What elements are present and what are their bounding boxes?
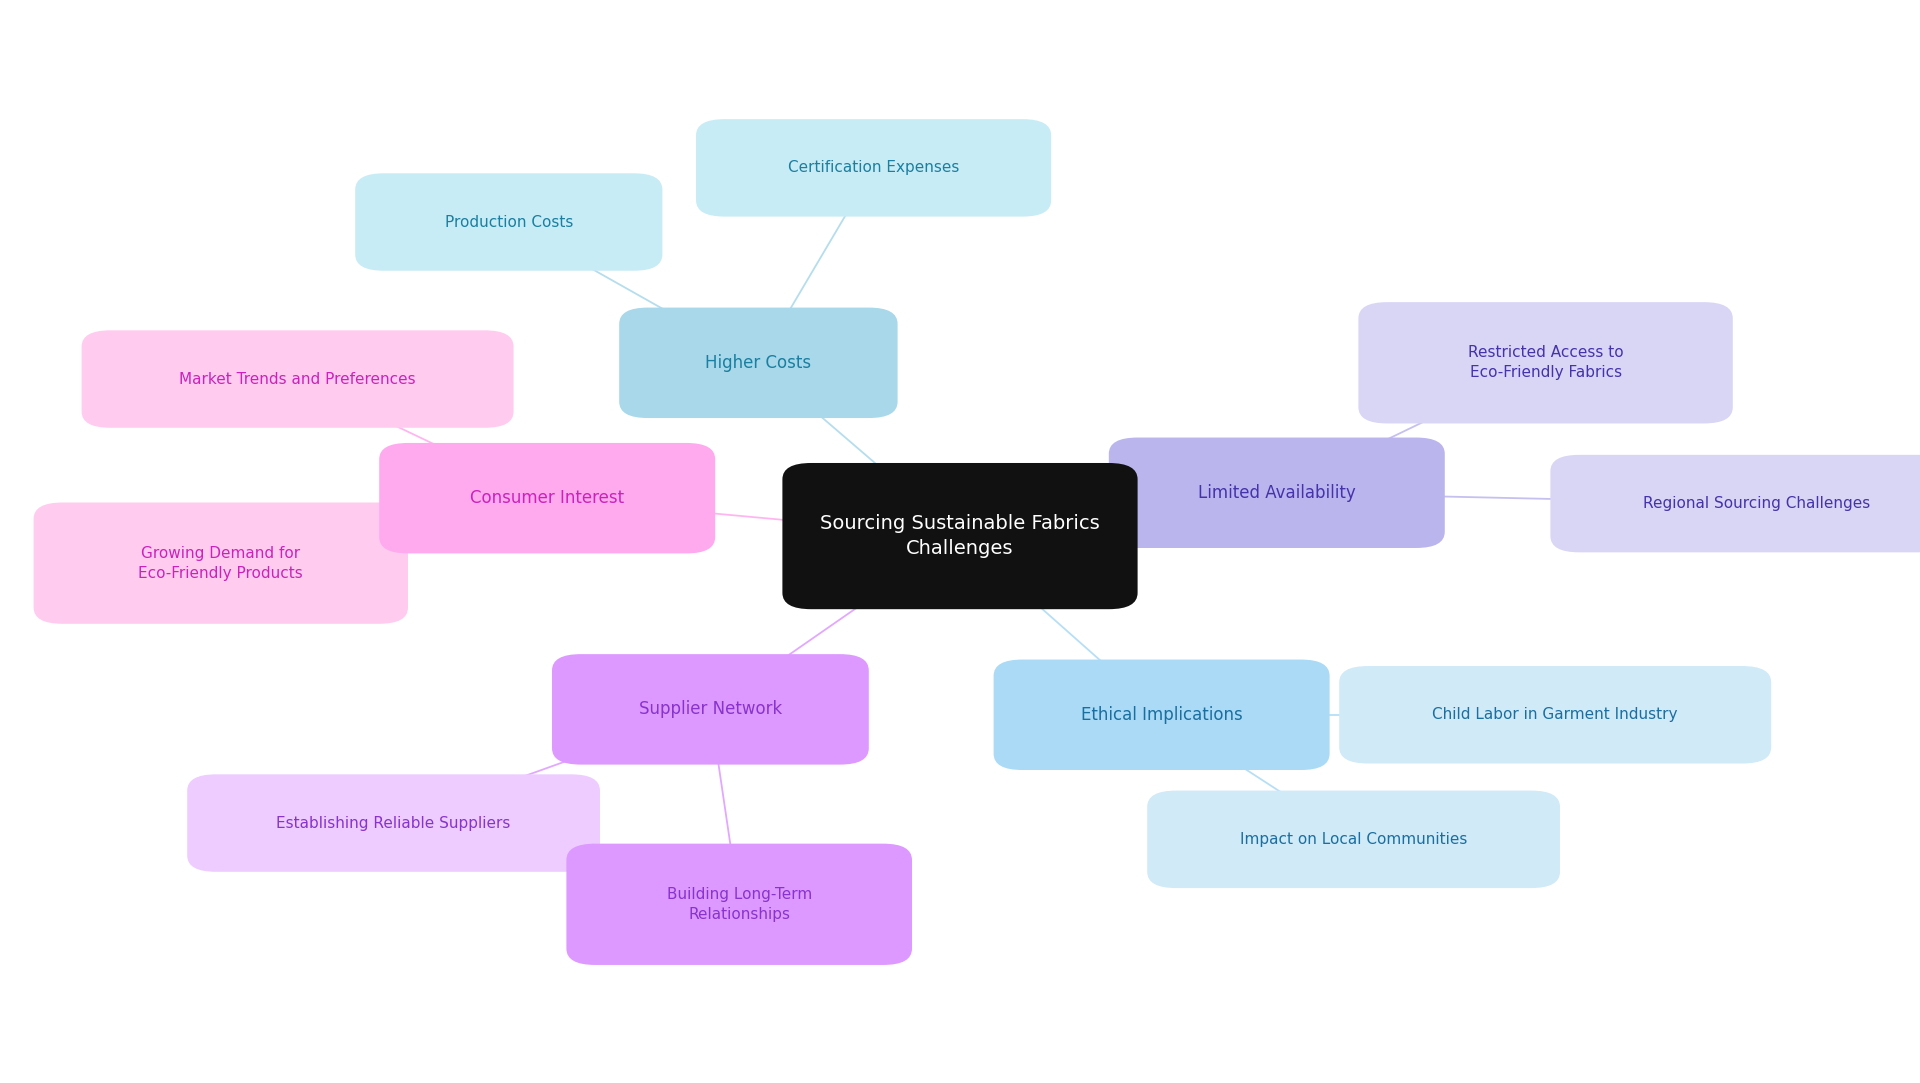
FancyBboxPatch shape [553,654,868,765]
Text: Regional Sourcing Challenges: Regional Sourcing Challenges [1644,496,1870,511]
FancyBboxPatch shape [35,503,409,624]
FancyBboxPatch shape [186,774,599,872]
FancyBboxPatch shape [1340,666,1770,764]
Text: Supplier Network: Supplier Network [639,701,781,718]
Text: Building Long-Term
Relationships: Building Long-Term Relationships [666,887,812,922]
FancyBboxPatch shape [1146,791,1559,888]
FancyBboxPatch shape [695,119,1052,217]
Text: Market Trends and Preferences: Market Trends and Preferences [179,371,417,387]
FancyBboxPatch shape [378,443,714,553]
Text: Sourcing Sustainable Fabrics
Challenges: Sourcing Sustainable Fabrics Challenges [820,514,1100,558]
Text: Ethical Implications: Ethical Implications [1081,706,1242,723]
Text: Child Labor in Garment Industry: Child Labor in Garment Industry [1432,707,1678,722]
Text: Production Costs: Production Costs [445,214,572,230]
FancyBboxPatch shape [783,464,1137,609]
FancyBboxPatch shape [355,173,662,271]
Text: Impact on Local Communities: Impact on Local Communities [1240,832,1467,847]
FancyBboxPatch shape [81,330,515,428]
Text: Certification Expenses: Certification Expenses [787,160,960,175]
Text: Restricted Access to
Eco-Friendly Fabrics: Restricted Access to Eco-Friendly Fabric… [1467,345,1624,380]
FancyBboxPatch shape [1359,302,1734,423]
Text: Higher Costs: Higher Costs [705,354,812,371]
FancyBboxPatch shape [995,660,1329,770]
Text: Limited Availability: Limited Availability [1198,484,1356,501]
Text: Establishing Reliable Suppliers: Establishing Reliable Suppliers [276,815,511,831]
Text: Consumer Interest: Consumer Interest [470,490,624,507]
FancyBboxPatch shape [1110,438,1444,548]
FancyBboxPatch shape [618,308,899,418]
FancyBboxPatch shape [1551,455,1920,552]
Text: Growing Demand for
Eco-Friendly Products: Growing Demand for Eco-Friendly Products [138,546,303,580]
FancyBboxPatch shape [566,844,912,965]
